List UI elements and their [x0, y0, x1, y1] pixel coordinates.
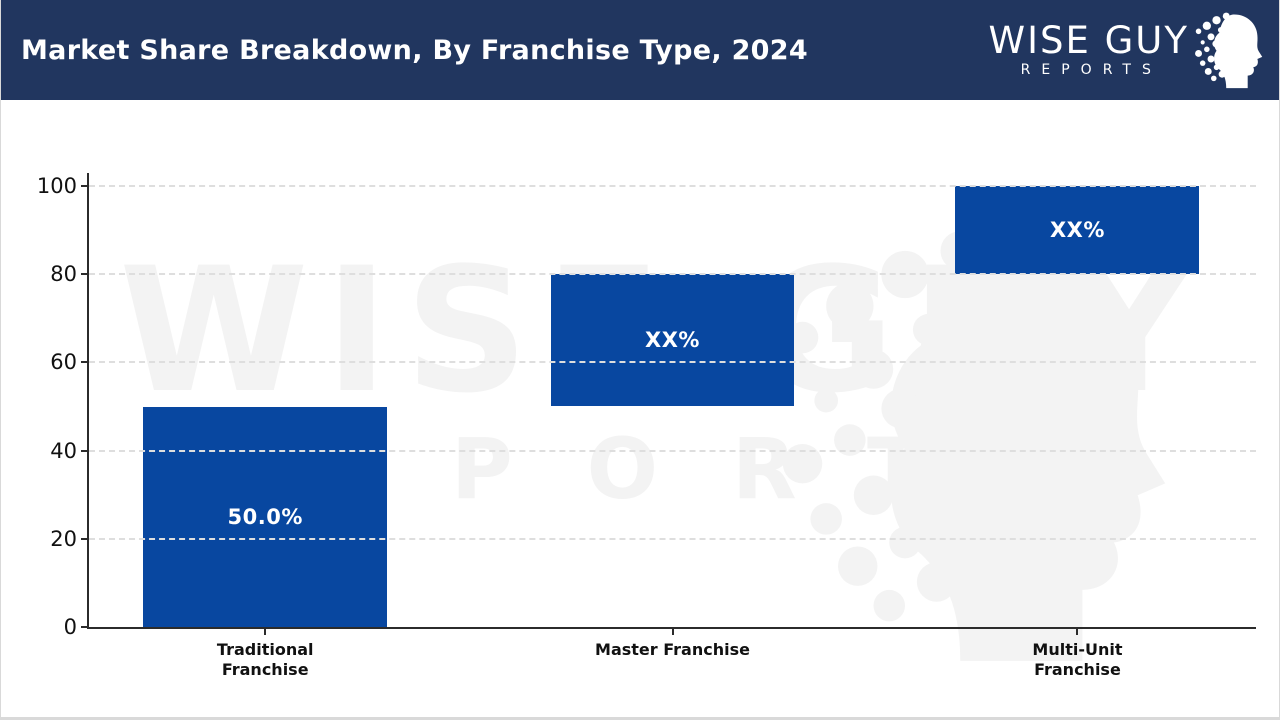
logo-wiseguy-label: WISE GUY [988, 19, 1189, 62]
y-tick-mark [81, 273, 89, 276]
logo-reports-label: REPORTS [1020, 62, 1162, 78]
gridline [89, 273, 1256, 276]
y-tick-label: 60 [50, 350, 77, 375]
gridline [89, 185, 1256, 187]
y-tick-label: 0 [63, 615, 77, 639]
x-axis-label-traditional-franchise: Traditional Franchise [216, 640, 314, 679]
gridline [89, 449, 1256, 452]
header-bar: Market Share Breakdown, By Franchise Typ… [1, 0, 1279, 100]
x-axis-label-master-franchise: Master Franchise [595, 640, 750, 659]
y-axis-line [87, 173, 89, 629]
logo-text: WISE GUY REPORTS [989, 22, 1189, 78]
wise-guy-logo: WISE GUY REPORTS [989, 9, 1265, 91]
y-tick-mark [81, 185, 89, 187]
x-tick-mark [1076, 627, 1079, 635]
gridline [89, 361, 1256, 364]
bar-master-franchise: XX% [550, 274, 795, 407]
y-tick-label: 80 [50, 262, 77, 287]
plot-area: 50.0% XX% XX% Traditional Franchise Mast… [37, 173, 1256, 679]
x-tick-mark [264, 627, 267, 635]
y-tick-mark [81, 626, 89, 628]
y-tick-label: 40 [50, 438, 77, 463]
bar-value-label: XX% [1049, 218, 1105, 243]
x-tick-mark [671, 627, 674, 635]
bar-value-label: 50.0% [227, 504, 303, 529]
logo-face-icon [1193, 9, 1265, 91]
y-tick-label: 100 [36, 174, 77, 198]
y-tick-label: 20 [50, 526, 77, 551]
chart-canvas: WISE GUY REPORTS 50.0% XX% XX% Tradition… [1, 100, 1279, 717]
bar-traditional-franchise: 50.0% [143, 406, 388, 627]
y-tick-mark [81, 537, 89, 540]
page-title: Market Share Breakdown, By Franchise Typ… [21, 34, 808, 66]
bar-value-label: XX% [645, 328, 700, 353]
bar-multi-unit-franchise: XX% [955, 186, 1200, 275]
y-tick-mark [81, 361, 89, 364]
x-axis-label-multi-unit-franchise: Multi-Unit Franchise [1032, 640, 1123, 679]
y-tick-mark [81, 449, 89, 452]
gridline [89, 537, 1256, 540]
